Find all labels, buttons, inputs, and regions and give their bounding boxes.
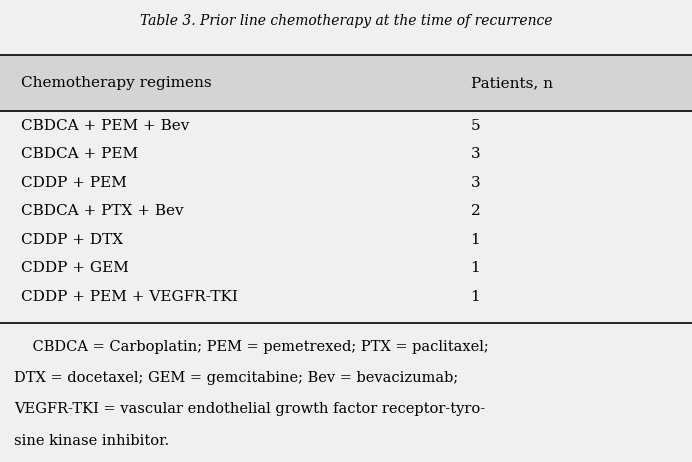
Text: 1: 1 [471,261,480,275]
Text: CBDCA + PEM: CBDCA + PEM [21,147,138,162]
Text: 2: 2 [471,205,480,219]
Text: Chemotherapy regimens: Chemotherapy regimens [21,76,211,90]
Text: CBDCA + PEM + Bev: CBDCA + PEM + Bev [21,119,189,133]
Text: CDDP + PEM: CDDP + PEM [21,176,127,190]
Text: CDDP + GEM: CDDP + GEM [21,261,129,275]
Text: 3: 3 [471,147,480,162]
Bar [0,55,692,111]
Text: VEGFR-TKI = vascular endothelial growth factor receptor-tyro-: VEGFR-TKI = vascular endothelial growth … [14,402,485,416]
Text: 1: 1 [471,290,480,304]
Text: 3: 3 [471,176,480,190]
Text: CBDCA = Carboplatin; PEM = pemetrexed; PTX = paclitaxel;: CBDCA = Carboplatin; PEM = pemetrexed; P… [14,340,489,353]
Text: CBDCA + PTX + Bev: CBDCA + PTX + Bev [21,205,183,219]
Text: CDDP + DTX: CDDP + DTX [21,233,123,247]
Text: Table 3. Prior line chemotherapy at the time of recurrence: Table 3. Prior line chemotherapy at the … [140,14,552,28]
Text: 1: 1 [471,233,480,247]
Text: sine kinase inhibitor.: sine kinase inhibitor. [14,434,169,448]
Text: DTX = docetaxel; GEM = gemcitabine; Bev = bevacizumab;: DTX = docetaxel; GEM = gemcitabine; Bev … [14,371,458,385]
Text: Patients, n: Patients, n [471,76,552,90]
Text: CDDP + PEM + VEGFR-TKI: CDDP + PEM + VEGFR-TKI [21,290,237,304]
Text: 5: 5 [471,119,480,133]
